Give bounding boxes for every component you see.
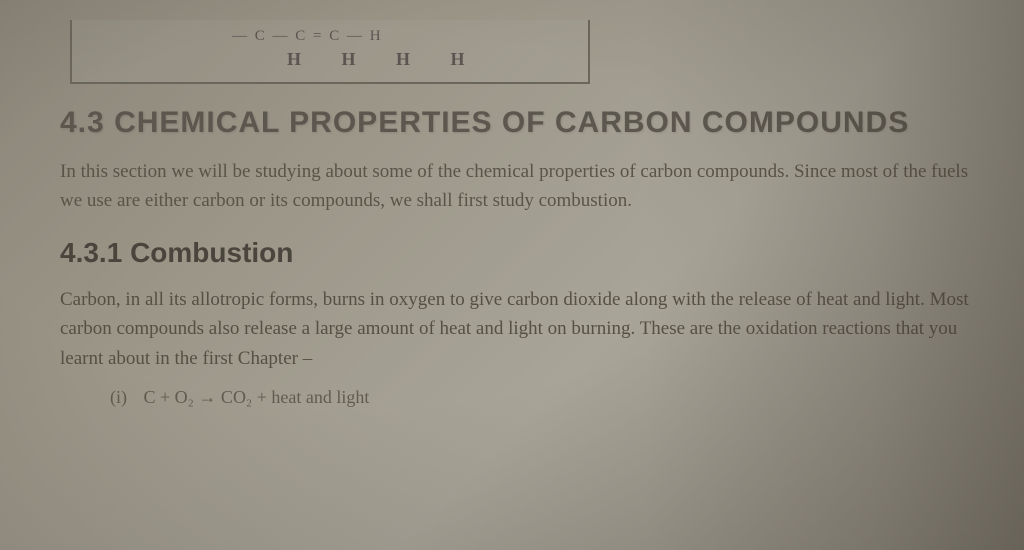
formula-hydrogen-row: H H H H: [287, 49, 568, 70]
intro-paragraph: In this section we will be studying abou…: [60, 158, 984, 215]
subsection-number: 4.3.1: [60, 237, 122, 268]
chemical-formula-box: — C — C = C — H H H H H: [70, 20, 590, 84]
section-number: 4.3: [60, 106, 105, 139]
combustion-paragraph: Carbon, in all its allotropic forms, bur…: [60, 285, 984, 373]
equation-expression: C + O₂ → CO₂ + heat and light: [144, 387, 370, 407]
formula-top-fragment: — C — C = C — H: [232, 28, 568, 45]
section-heading: 4.3 CHEMICAL PROPERTIES OF CARBON COMPOU…: [60, 106, 984, 140]
subsection-heading: 4.3.1 Combustion: [60, 237, 984, 269]
subsection-title: Combustion: [130, 237, 293, 268]
combustion-equation: (i) C + O₂ → CO₂ + heat and light: [110, 387, 984, 408]
equation-label: (i): [110, 387, 127, 407]
section-title: CHEMICAL PROPERTIES OF CARBON COMPOUNDS: [114, 106, 909, 139]
